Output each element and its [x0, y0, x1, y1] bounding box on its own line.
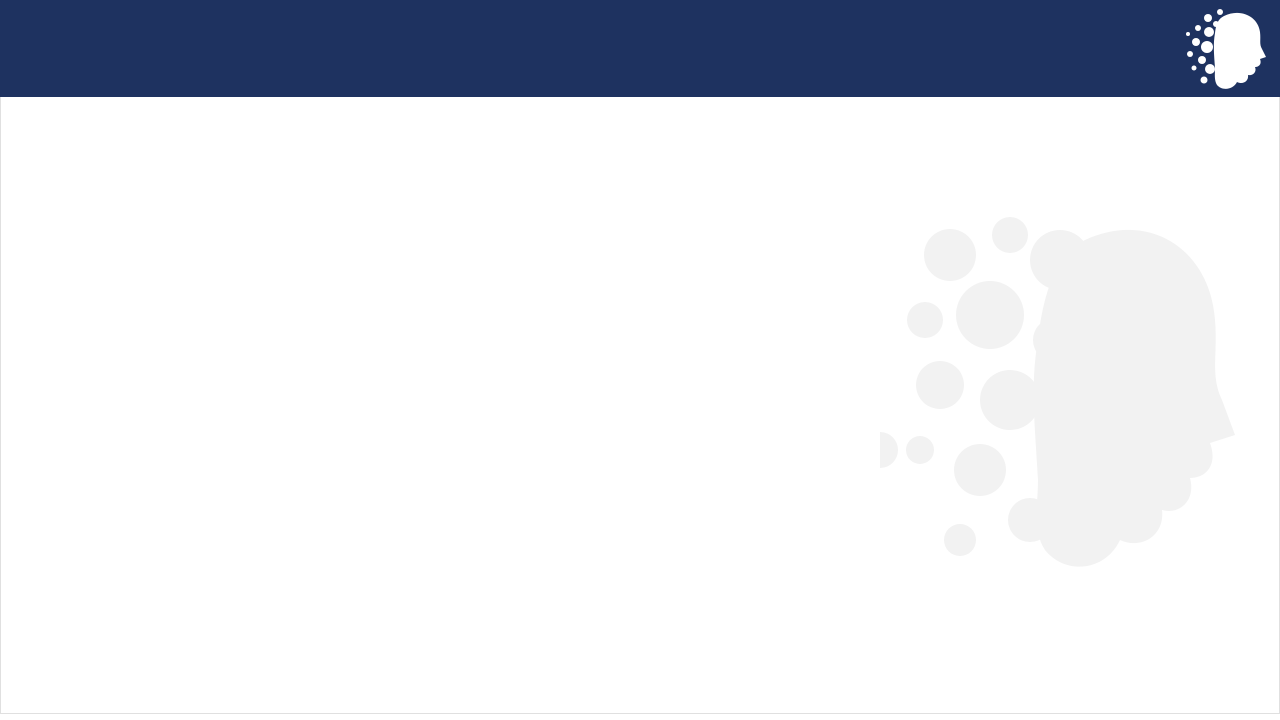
chart-card-border [0, 97, 1280, 714]
wiseguy-head-icon [1186, 9, 1266, 89]
wiseguy-logo [1184, 6, 1270, 92]
header-band [0, 0, 1280, 97]
